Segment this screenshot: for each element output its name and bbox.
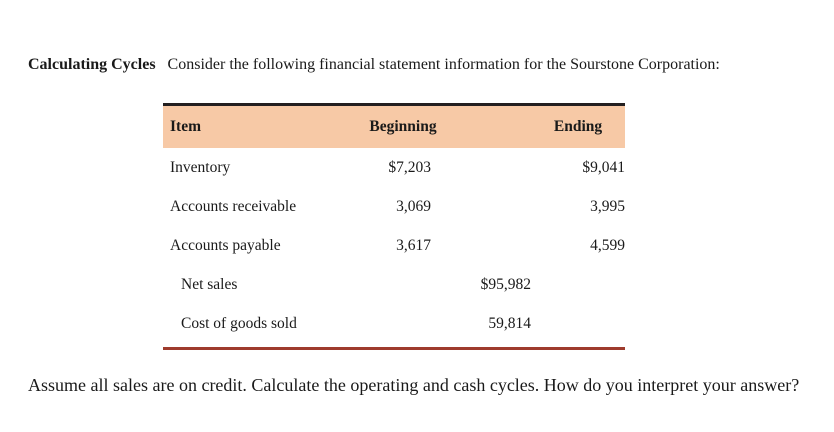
- header-ending: Ending: [553, 118, 603, 135]
- row-ending-value: $9,041: [582, 158, 625, 176]
- row-ending-value: 4,599: [590, 236, 625, 254]
- row-middle-value: $95,982: [480, 275, 531, 293]
- header-item: Item: [170, 118, 201, 135]
- problem-intro-text: Consider the following financial stateme…: [167, 56, 720, 73]
- problem-title: Calculating Cycles: [28, 56, 156, 73]
- table-row: Inventory $7,203 $9,041: [163, 148, 625, 187]
- row-ending-value: 3,995: [590, 197, 625, 215]
- row-item-label: Cost of goods sold: [181, 314, 297, 332]
- row-middle-value: 59,814: [488, 314, 531, 332]
- row-item-label: Inventory: [170, 158, 231, 176]
- table-header-row: Item Beginning Ending: [163, 106, 625, 148]
- row-beginning-value: 3,617: [396, 236, 431, 254]
- header-beginning: Beginning: [369, 118, 437, 135]
- row-beginning-value: 3,069: [396, 197, 431, 215]
- row-item-label: Net sales: [181, 275, 238, 293]
- financial-table: Item Beginning Ending Inventory $7,203 $…: [163, 103, 625, 350]
- table-row: Accounts receivable 3,069 3,995: [163, 187, 625, 226]
- problem-statement: Calculating Cycles Consider the following…: [28, 56, 720, 74]
- table-row: Accounts payable 3,617 4,599: [163, 226, 625, 265]
- row-item-label: Accounts receivable: [170, 197, 297, 215]
- row-beginning-value: $7,203: [388, 158, 431, 176]
- table-row: Cost of goods sold 59,814: [163, 304, 625, 343]
- table-row: Net sales $95,982: [163, 265, 625, 304]
- row-item-label: Accounts payable: [170, 236, 281, 254]
- question-text: Assume all sales are on credit. Calculat…: [28, 375, 800, 395]
